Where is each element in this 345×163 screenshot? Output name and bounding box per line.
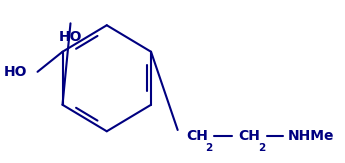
Text: CH: CH xyxy=(186,129,208,143)
Text: NHMe: NHMe xyxy=(288,129,335,143)
Text: 2: 2 xyxy=(205,143,212,153)
Text: HO: HO xyxy=(4,65,28,79)
Text: CH: CH xyxy=(239,129,260,143)
Text: 2: 2 xyxy=(258,143,265,153)
Text: HO: HO xyxy=(59,30,82,44)
